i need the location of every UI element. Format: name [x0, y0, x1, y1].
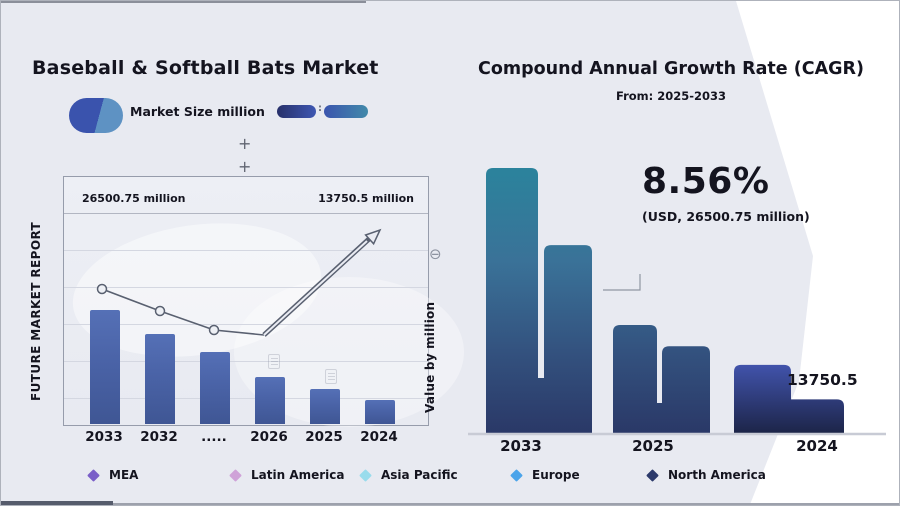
bar-2032 [145, 334, 175, 424]
value-axis-label: Value by million [423, 301, 437, 413]
x-tick-.....: ..... [201, 429, 227, 445]
legend-label: Europe [532, 468, 580, 482]
cagr-detail: (USD, 26500.75 million) [642, 209, 810, 224]
cagr-bar-chart [468, 168, 886, 436]
gridline [64, 324, 428, 325]
cagr-bar-2033-left [486, 168, 538, 434]
market-size-chart: 26500.75 million 13750.5 million [63, 176, 464, 427]
bar-data-label: 13750.5 [787, 371, 858, 389]
legend-label: Latin America [251, 468, 345, 482]
bar-2024 [365, 400, 395, 424]
cagr-x-tick-2024: 2024 [796, 437, 838, 455]
gridline [64, 287, 428, 288]
legend-label: MEA [109, 468, 139, 482]
bar-2025 [310, 389, 340, 424]
x-tick-2033: 2033 [85, 429, 123, 445]
pill-separator: : [318, 103, 322, 114]
cagr-x-tick-2025: 2025 [632, 437, 674, 455]
gradient-pill-icon [277, 105, 316, 118]
cagr-bar-joint [486, 378, 592, 434]
x-tick-2032: 2032 [140, 429, 178, 445]
gridline [64, 398, 428, 399]
gridline [64, 361, 428, 362]
market-size-legend-label: Market Size million [130, 104, 265, 119]
cagr-x-tick-2033: 2033 [500, 437, 542, 455]
annotation-end-value: 13750.5 million [318, 192, 414, 205]
minus-circle-icon: ⊖ [429, 245, 442, 263]
cagr-bar-joint [613, 403, 710, 434]
gridline [64, 250, 428, 251]
page-title: Baseball & Softball Bats Market [32, 57, 379, 79]
bottom-edge-accent [1, 503, 899, 505]
corner-bracket [603, 274, 641, 291]
bar-2026 [255, 377, 285, 424]
cagr-bar-2024-left [734, 364, 791, 434]
legend-label: North America [668, 468, 766, 482]
gradient-pill-icon [324, 105, 368, 118]
bottom-edge-dark-accent [1, 501, 113, 505]
cagr-value: 8.56% [642, 161, 770, 202]
market-size-capsule-icon [69, 98, 123, 133]
trend-line-arrow [96, 228, 382, 337]
bar-2033 [90, 310, 120, 424]
top-edge-accent [1, 1, 366, 3]
clipboard-icon [268, 354, 280, 369]
x-tick-2025: 2025 [305, 429, 343, 445]
annotation-start-value: 26500.75 million [82, 192, 186, 205]
plus-icon: + [238, 134, 252, 153]
watermark-future-market-report: FUTURE MARKET REPORT [29, 221, 43, 401]
chart-header-divider [64, 213, 428, 214]
bar-..... [200, 352, 230, 424]
legend-label: Asia Pacific [381, 468, 458, 482]
cagr-title: Compound Annual Growth Rate (CAGR) [478, 59, 864, 79]
clipboard-icon [325, 369, 337, 384]
plus-icon: + [238, 157, 252, 176]
cagr-subtitle: From: 2025-2033 [615, 89, 727, 103]
cagr-bar-2024-right [791, 399, 844, 434]
x-tick-2026: 2026 [250, 429, 288, 445]
x-tick-2024: 2024 [360, 429, 398, 445]
